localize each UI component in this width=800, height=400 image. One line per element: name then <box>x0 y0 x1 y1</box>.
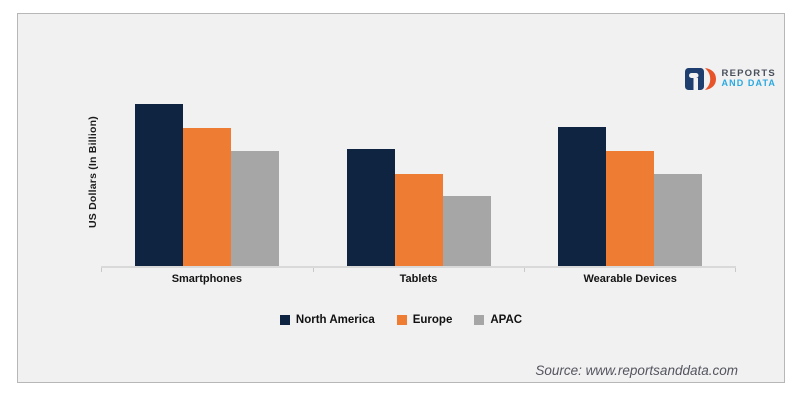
legend-label: APAC <box>490 314 523 326</box>
category-label-wearable-devices: Wearable Devices <box>583 273 677 285</box>
bar-group-smartphones <box>101 54 313 272</box>
legend-label: North America <box>295 314 375 326</box>
bar-europe-tablets <box>394 174 443 266</box>
bar-apac-tablets <box>442 196 491 266</box>
brand-logo: REPORTS AND DATA <box>684 68 776 90</box>
legend-swatch-icon <box>396 315 407 325</box>
axis-tick <box>101 268 102 272</box>
bar-north-america-tablets <box>346 149 395 266</box>
category-label-smartphones: Smartphones <box>171 273 242 285</box>
legend: North America Europe APAC <box>18 314 784 326</box>
bar-apac-smartphones <box>230 151 279 266</box>
legend-item-north-america: North America <box>279 314 375 326</box>
legend-swatch-icon <box>279 315 290 325</box>
logo-reports-text: REPORTS <box>721 68 776 80</box>
legend-swatch-icon <box>474 315 485 325</box>
bar-north-america-smartphones <box>134 104 183 266</box>
bar-europe-wearable-devices <box>606 151 655 266</box>
legend-label: Europe <box>412 314 453 326</box>
reports-and-data-logo-icon <box>684 68 716 90</box>
bar-north-america-wearable-devices <box>558 127 607 266</box>
category-axis-labels: Smartphones Tablets Wearable Devices <box>101 273 736 285</box>
axis-tick <box>735 268 737 272</box>
chart-card: REPORTS AND DATA US Dollars (In Billion)… <box>17 13 785 383</box>
axis-tick <box>312 268 314 272</box>
bar-group-tablets <box>312 54 525 272</box>
category-label-tablets: Tablets <box>399 273 438 285</box>
bar-apac-wearable-devices <box>654 174 703 266</box>
logo-anddata-text: AND DATA <box>721 78 776 89</box>
plot-area <box>101 54 737 272</box>
bar-europe-smartphones <box>182 128 231 266</box>
bar-group-wearable-devices <box>524 54 737 272</box>
legend-item-apac: APAC <box>474 314 522 326</box>
legend-item-europe: Europe <box>396 314 453 326</box>
source-attribution: Source: www.reportsanddata.com <box>535 363 738 378</box>
brand-logo-text: REPORTS AND DATA <box>722 69 776 88</box>
axis-tick <box>524 268 526 272</box>
y-axis-label: US Dollars (In Billion) <box>87 115 100 228</box>
